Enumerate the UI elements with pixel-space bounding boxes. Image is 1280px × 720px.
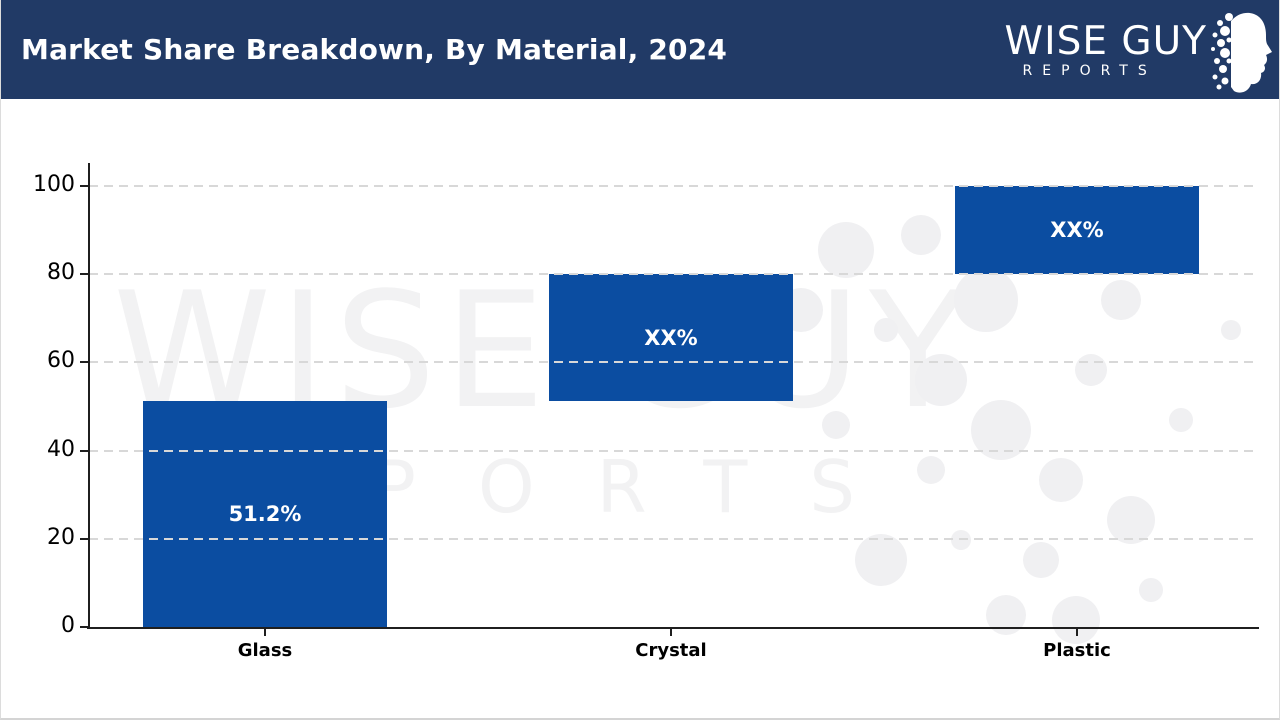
- bar-plastic: [955, 186, 1199, 275]
- bar-value-label: 51.2%: [228, 502, 302, 527]
- header-bar: Market Share Breakdown, By Material, 202…: [1, 0, 1279, 99]
- x-tick-label-plastic: Plastic: [1043, 640, 1111, 661]
- x-tick-mark: [1076, 629, 1078, 636]
- watermark-dots-icon: [779, 215, 1241, 644]
- x-tick-label-glass: Glass: [237, 640, 293, 661]
- y-tick-mark: [80, 361, 89, 364]
- x-axis-line: [87, 627, 1259, 629]
- gridline: [89, 449, 1259, 452]
- y-tick-mark: [80, 626, 89, 628]
- y-tick-mark: [80, 273, 89, 276]
- y-tick-label: 0: [61, 613, 75, 638]
- x-tick-mark: [670, 629, 672, 636]
- y-tick-label: 40: [47, 436, 75, 462]
- y-tick-label: 60: [47, 348, 75, 374]
- gridline: [89, 273, 1259, 276]
- logo-wordmark: WISE GUY: [1004, 19, 1207, 64]
- page-title: Market Share Breakdown, By Material, 202…: [21, 33, 728, 66]
- head-profile-dots-icon: [1211, 12, 1272, 93]
- logo-text: WISE GUY REPORTS: [1005, 22, 1207, 78]
- bar-crystal: [549, 274, 793, 402]
- y-tick-mark: [80, 449, 89, 452]
- y-tick-label: 80: [47, 260, 75, 286]
- y-tick-label: 100: [33, 172, 75, 197]
- x-tick-mark: [264, 629, 266, 636]
- gridline: [89, 361, 1259, 364]
- logo-subtext: REPORTS: [1022, 63, 1157, 79]
- gridline: [89, 537, 1259, 540]
- chart-area: WISE GUY REPORTS 0 20 40 60 80 100 51.2% Glass X…: [1, 99, 1279, 718]
- gridline: [89, 185, 1259, 187]
- y-tick-mark: [80, 185, 89, 187]
- y-tick-mark: [80, 537, 89, 540]
- y-axis-line: [88, 163, 90, 629]
- wise-guy-logo: WISE GUY REPORTS: [1005, 6, 1273, 94]
- bar-value-label: XX%: [1050, 218, 1104, 243]
- x-tick-label-crystal: Crystal: [635, 640, 707, 661]
- bar-glass: [143, 401, 387, 627]
- bar-value-label: XX%: [644, 325, 698, 350]
- y-tick-label: 20: [47, 524, 75, 550]
